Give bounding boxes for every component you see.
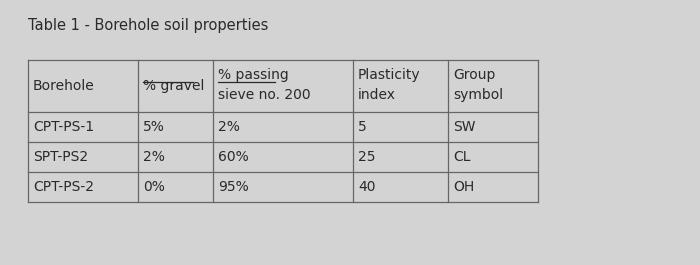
Text: Group: Group: [453, 68, 496, 82]
Text: Borehole: Borehole: [33, 79, 94, 93]
Text: 25: 25: [358, 150, 375, 164]
Text: CPT-PS-1: CPT-PS-1: [33, 120, 94, 134]
Text: Plasticity: Plasticity: [358, 68, 421, 82]
Text: sieve no. 200: sieve no. 200: [218, 88, 311, 102]
Text: 5: 5: [358, 120, 367, 134]
Text: CL: CL: [453, 150, 470, 164]
Text: 60%: 60%: [218, 150, 248, 164]
Text: 95%: 95%: [218, 180, 248, 194]
Text: index: index: [358, 88, 396, 102]
Text: CPT-PS-2: CPT-PS-2: [33, 180, 94, 194]
Text: SPT-PS2: SPT-PS2: [33, 150, 88, 164]
Text: SW: SW: [453, 120, 475, 134]
Text: OH: OH: [453, 180, 475, 194]
Text: Table 1 - Borehole soil properties: Table 1 - Borehole soil properties: [28, 18, 268, 33]
Text: 0%: 0%: [143, 180, 165, 194]
Text: symbol: symbol: [453, 88, 503, 102]
Text: 2%: 2%: [143, 150, 165, 164]
Text: 5%: 5%: [143, 120, 165, 134]
Text: 2%: 2%: [218, 120, 240, 134]
Text: 40: 40: [358, 180, 375, 194]
Text: % gravel: % gravel: [143, 79, 204, 93]
Text: % passing: % passing: [218, 68, 288, 82]
